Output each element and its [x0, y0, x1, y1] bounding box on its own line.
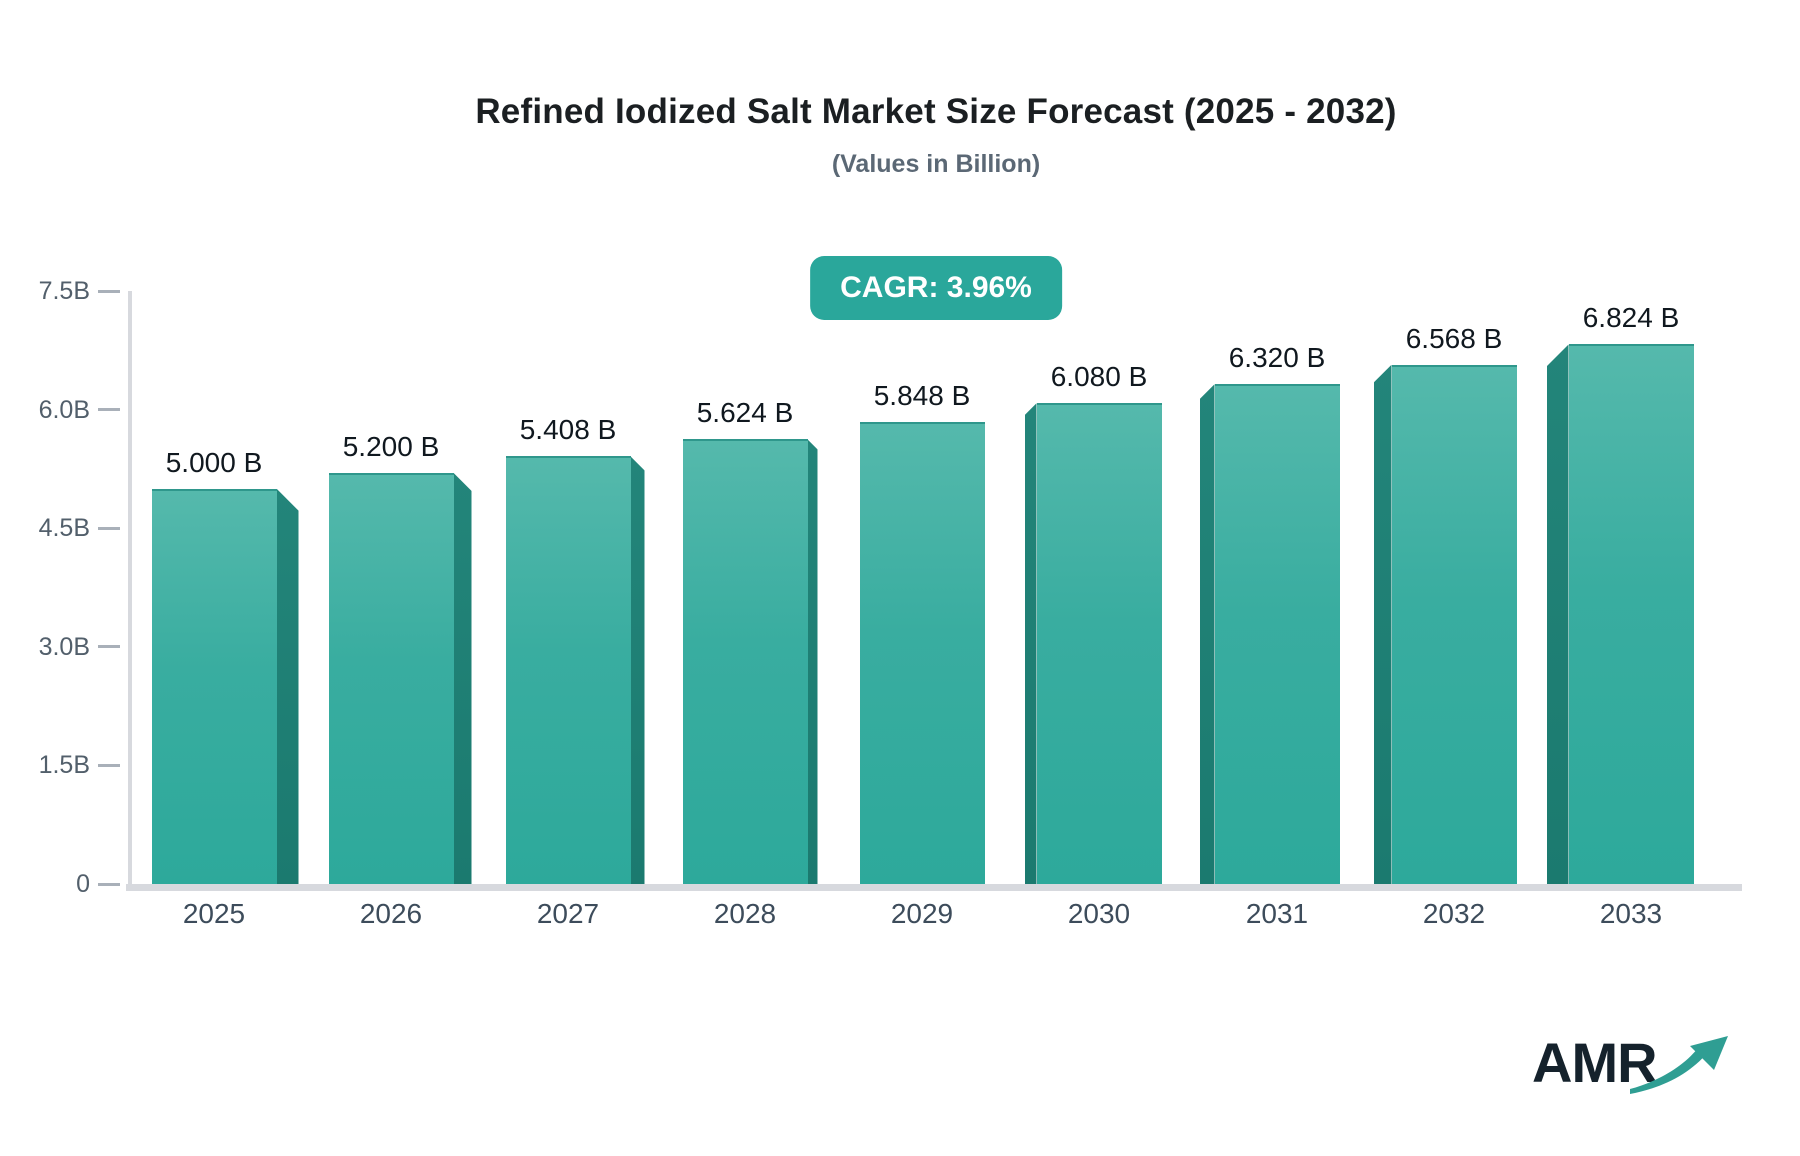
- bar-side-face: [453, 472, 472, 884]
- bar-value-label: 5.000 B: [165, 446, 263, 478]
- x-axis-label-2026: 2026: [359, 898, 423, 929]
- bar-side-face: [276, 488, 299, 884]
- bar-value-label: 5.200 B: [342, 430, 440, 462]
- bar-side-face: [1024, 403, 1037, 884]
- chart-title: Refined Iodized Salt Market Size Forecas…: [475, 92, 1397, 131]
- x-axis-label-2028: 2028: [713, 898, 777, 929]
- x-axis-label-2030: 2030: [1067, 898, 1131, 929]
- x-axis-label-2029: 2029: [890, 898, 954, 929]
- cagr-badge: CAGR: 3.96%: [810, 256, 1062, 320]
- x-axis-label-2032: 2032: [1422, 898, 1486, 929]
- bar-2033[interactable]: [1568, 344, 1694, 884]
- y-axis-line: [128, 291, 132, 884]
- bar-side-face: [1199, 384, 1215, 884]
- y-tick-label: 4.5B: [38, 514, 90, 543]
- bar-value-label: 5.848 B: [873, 379, 971, 411]
- bar-value-label: 6.080 B: [1050, 361, 1148, 393]
- bar-2028[interactable]: [682, 439, 808, 884]
- bar-side-face: [1373, 364, 1392, 884]
- bar-2032[interactable]: [1391, 364, 1517, 884]
- bar-2029[interactable]: [859, 421, 985, 884]
- y-tick-label: 6.0B: [38, 395, 90, 424]
- y-tick-label: 0: [76, 870, 90, 898]
- bar-value-label: 5.408 B: [519, 414, 617, 446]
- bar-value-label: 5.624 B: [696, 397, 794, 429]
- y-tick-mark: [98, 289, 120, 293]
- amr-logo: AMR: [1532, 1030, 1732, 1110]
- amr-logo-text: AMR: [1532, 1031, 1658, 1094]
- x-axis-line: [126, 884, 1742, 891]
- bar-value-label: 6.568 B: [1405, 322, 1503, 354]
- bar-side-face: [807, 439, 818, 884]
- bar-value-label: 6.824 B: [1582, 302, 1680, 334]
- y-tick-label: 3.0B: [38, 632, 90, 661]
- y-tick-mark: [98, 882, 120, 886]
- chart-header: Refined Iodized Salt Market Size Forecas…: [130, 92, 1742, 179]
- y-tick-mark: [98, 763, 120, 767]
- bar-2026[interactable]: [328, 472, 454, 884]
- y-tick-label: 7.5B: [38, 277, 90, 305]
- x-axis-label-2027: 2027: [536, 898, 600, 929]
- y-tick-mark: [98, 408, 120, 412]
- y-tick-label: 1.5B: [38, 751, 90, 780]
- x-axis-label-2033: 2033: [1599, 898, 1663, 929]
- x-axis-label-2031: 2031: [1245, 898, 1309, 929]
- bar-2025[interactable]: [151, 488, 277, 884]
- y-tick-mark: [98, 526, 120, 530]
- bar-value-label: 6.320 B: [1228, 342, 1326, 374]
- bar-2031[interactable]: [1214, 384, 1340, 884]
- logo-arrow-icon: [1630, 1036, 1728, 1094]
- y-tick-mark: [98, 645, 120, 649]
- bar-2030[interactable]: [1036, 403, 1162, 884]
- bar-side-face: [1546, 344, 1569, 884]
- chart-subtitle: (Values in Billion): [831, 150, 1041, 178]
- bar-side-face: [630, 456, 645, 884]
- x-axis-label-2025: 2025: [182, 898, 246, 929]
- bar-2027[interactable]: [505, 456, 631, 884]
